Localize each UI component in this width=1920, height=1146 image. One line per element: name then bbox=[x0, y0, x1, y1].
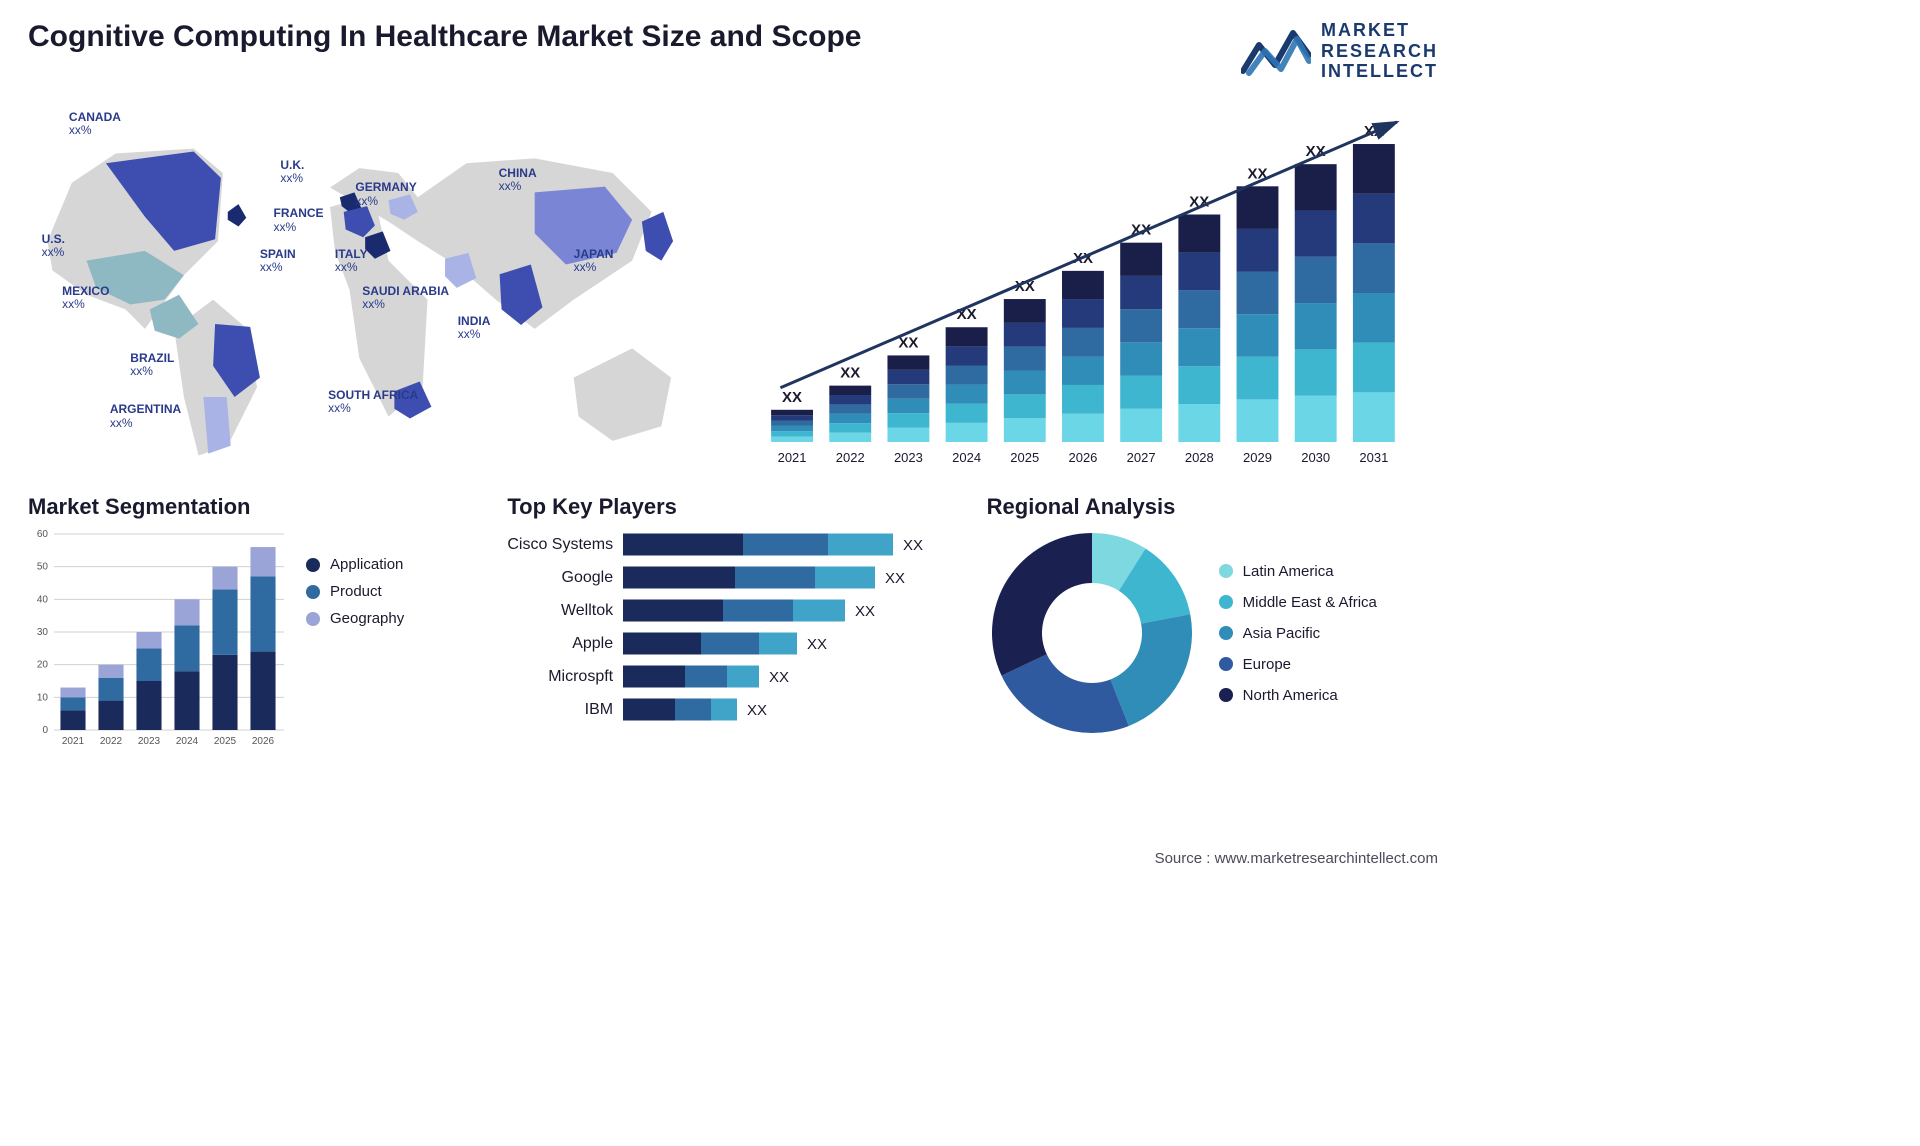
svg-text:50: 50 bbox=[37, 562, 49, 573]
source-text: Source : www.marketresearchintellect.com bbox=[1155, 850, 1438, 867]
country-label: CANADAxx% bbox=[69, 111, 121, 137]
regional-legend: Latin America Middle East & Africa Asia Pa… bbox=[1219, 563, 1377, 704]
svg-text:60: 60 bbox=[37, 529, 49, 540]
svg-text:2025: 2025 bbox=[1010, 450, 1039, 465]
player-name: Cisco Systems bbox=[507, 536, 613, 554]
segmentation-legend: Application Product Geography bbox=[306, 556, 404, 748]
country-label: SPAINxx% bbox=[260, 248, 296, 274]
legend-item: Application bbox=[306, 556, 404, 573]
svg-text:2024: 2024 bbox=[952, 450, 981, 465]
country-label: ARGENTINAxx% bbox=[110, 403, 181, 429]
regional-panel: Regional Analysis Latin America Middle Ea… bbox=[987, 494, 1438, 748]
svg-text:XX: XX bbox=[840, 365, 860, 382]
header: Cognitive Computing In Healthcare Market… bbox=[28, 20, 1438, 82]
player-name: IBM bbox=[507, 701, 613, 719]
country-label: GERMANYxx% bbox=[355, 181, 416, 207]
svg-text:10: 10 bbox=[37, 692, 49, 703]
legend-item: Product bbox=[306, 583, 404, 600]
svg-text:2026: 2026 bbox=[252, 736, 275, 747]
country-label: INDIAxx% bbox=[458, 315, 491, 341]
players-bar-chart: XXXXXXXXXXXX bbox=[623, 528, 943, 726]
legend-item: North America bbox=[1219, 687, 1377, 704]
regional-title: Regional Analysis bbox=[987, 494, 1438, 520]
logo-mark-icon bbox=[1241, 25, 1311, 77]
growth-chart-panel: XX2021XX2022XX2023XX2024XX2025XX2026XX20… bbox=[728, 100, 1438, 470]
svg-text:XX: XX bbox=[903, 537, 923, 554]
svg-text:2022: 2022 bbox=[100, 736, 123, 747]
players-name-list: Cisco Systems Google Welltok Apple Microspft… bbox=[507, 528, 613, 726]
growth-bar-chart: XX2021XX2022XX2023XX2024XX2025XX2026XX20… bbox=[728, 100, 1438, 470]
svg-text:2021: 2021 bbox=[778, 450, 807, 465]
svg-text:2024: 2024 bbox=[176, 736, 199, 747]
country-label: U.K.xx% bbox=[280, 159, 304, 185]
svg-text:XX: XX bbox=[855, 603, 875, 620]
country-label: MEXICOxx% bbox=[62, 285, 109, 311]
svg-text:20: 20 bbox=[37, 660, 49, 671]
svg-text:XX: XX bbox=[885, 570, 905, 587]
country-label: U.S.xx% bbox=[42, 233, 65, 259]
segmentation-title: Market Segmentation bbox=[28, 494, 479, 520]
legend-item: Europe bbox=[1219, 656, 1377, 673]
players-panel: Top Key Players Cisco Systems Google Wellt… bbox=[507, 494, 958, 748]
players-title: Top Key Players bbox=[507, 494, 958, 520]
segmentation-bar-chart: 0 10 20 30 40 50 60 2021 2022 2023 2024 2025 2026 bbox=[28, 528, 288, 748]
legend-item: Asia Pacific bbox=[1219, 625, 1377, 642]
svg-text:2023: 2023 bbox=[138, 736, 161, 747]
svg-text:2026: 2026 bbox=[1069, 450, 1098, 465]
svg-text:XX: XX bbox=[782, 389, 802, 406]
logo-text: MARKETRESEARCHINTELLECT bbox=[1321, 20, 1438, 82]
legend-item: Geography bbox=[306, 610, 404, 627]
svg-text:30: 30 bbox=[37, 627, 49, 638]
player-name: Apple bbox=[507, 635, 613, 653]
svg-text:2030: 2030 bbox=[1301, 450, 1330, 465]
svg-text:40: 40 bbox=[37, 594, 49, 605]
svg-text:2027: 2027 bbox=[1127, 450, 1156, 465]
world-map-panel: CANADAxx% U.S.xx% MEXICOxx% BRAZILxx% ARGENT… bbox=[28, 100, 710, 470]
svg-text:2031: 2031 bbox=[1359, 450, 1388, 465]
country-label: ITALYxx% bbox=[335, 248, 368, 274]
bottom-row: Market Segmentation 0 10 20 30 40 50 60 2021 202… bbox=[28, 494, 1438, 748]
top-row: CANADAxx% U.S.xx% MEXICOxx% BRAZILxx% ARGENT… bbox=[28, 100, 1438, 470]
svg-text:2023: 2023 bbox=[894, 450, 923, 465]
svg-text:XX: XX bbox=[747, 702, 767, 719]
legend-item: Latin America bbox=[1219, 563, 1377, 580]
svg-text:2028: 2028 bbox=[1185, 450, 1214, 465]
svg-text:2029: 2029 bbox=[1243, 450, 1272, 465]
svg-text:0: 0 bbox=[42, 725, 48, 736]
regional-donut-chart bbox=[987, 528, 1197, 738]
svg-text:2022: 2022 bbox=[836, 450, 865, 465]
country-label: CHINAxx% bbox=[499, 167, 537, 193]
svg-text:2021: 2021 bbox=[62, 736, 85, 747]
country-label: SAUDI ARABIAxx% bbox=[362, 285, 449, 311]
svg-text:XX: XX bbox=[769, 669, 789, 686]
svg-text:2025: 2025 bbox=[214, 736, 237, 747]
country-label: BRAZILxx% bbox=[130, 352, 174, 378]
country-label: FRANCExx% bbox=[274, 207, 324, 233]
svg-text:XX: XX bbox=[807, 636, 827, 653]
player-name: Google bbox=[507, 569, 613, 587]
segmentation-panel: Market Segmentation 0 10 20 30 40 50 60 2021 202… bbox=[28, 494, 479, 748]
brand-logo: MARKETRESEARCHINTELLECT bbox=[1241, 20, 1438, 82]
legend-item: Middle East & Africa bbox=[1219, 594, 1377, 611]
player-name: Welltok bbox=[507, 602, 613, 620]
player-name: Microspft bbox=[507, 668, 613, 686]
page-title: Cognitive Computing In Healthcare Market… bbox=[28, 20, 861, 54]
country-label: JAPANxx% bbox=[574, 248, 614, 274]
country-label: SOUTH AFRICAxx% bbox=[328, 389, 418, 415]
